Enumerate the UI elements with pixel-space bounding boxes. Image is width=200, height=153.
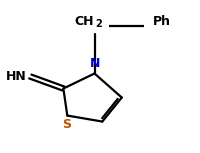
Text: Ph: Ph [152,15,170,28]
Text: 2: 2 [95,19,102,29]
Text: N: N [90,58,100,71]
Text: CH: CH [74,15,93,28]
Text: S: S [61,118,70,131]
Text: HN: HN [6,70,26,83]
